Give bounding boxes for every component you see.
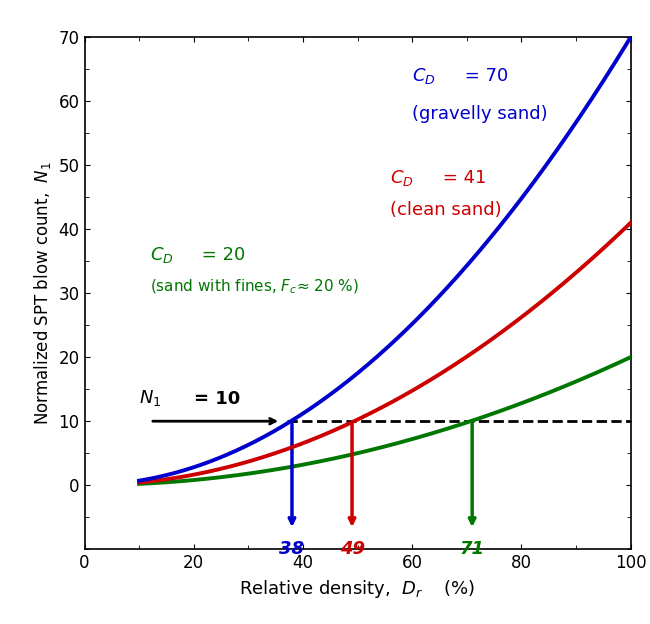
Text: $C_D$: $C_D$ <box>412 66 436 86</box>
Text: = 70: = 70 <box>458 67 508 85</box>
Text: = 20: = 20 <box>196 246 246 264</box>
Y-axis label: Normalized SPT blow count,  $N_1$: Normalized SPT blow count, $N_1$ <box>32 162 53 425</box>
Text: (gravelly sand): (gravelly sand) <box>412 105 548 123</box>
Text: (sand with fines, $F_c$≈ 20 %): (sand with fines, $F_c$≈ 20 %) <box>150 278 359 296</box>
Text: $N_1$: $N_1$ <box>139 388 161 409</box>
Text: 49: 49 <box>339 540 365 557</box>
Text: (clean sand): (clean sand) <box>390 201 502 219</box>
Text: $C_D$: $C_D$ <box>150 245 174 265</box>
Text: = 41: = 41 <box>437 169 486 187</box>
Text: 71: 71 <box>460 540 485 557</box>
Text: = 10: = 10 <box>194 391 240 409</box>
Text: 38: 38 <box>280 540 304 557</box>
Text: $C_D$: $C_D$ <box>390 168 414 188</box>
X-axis label: Relative density,  $D_r$    (%): Relative density, $D_r$ (%) <box>239 578 476 600</box>
